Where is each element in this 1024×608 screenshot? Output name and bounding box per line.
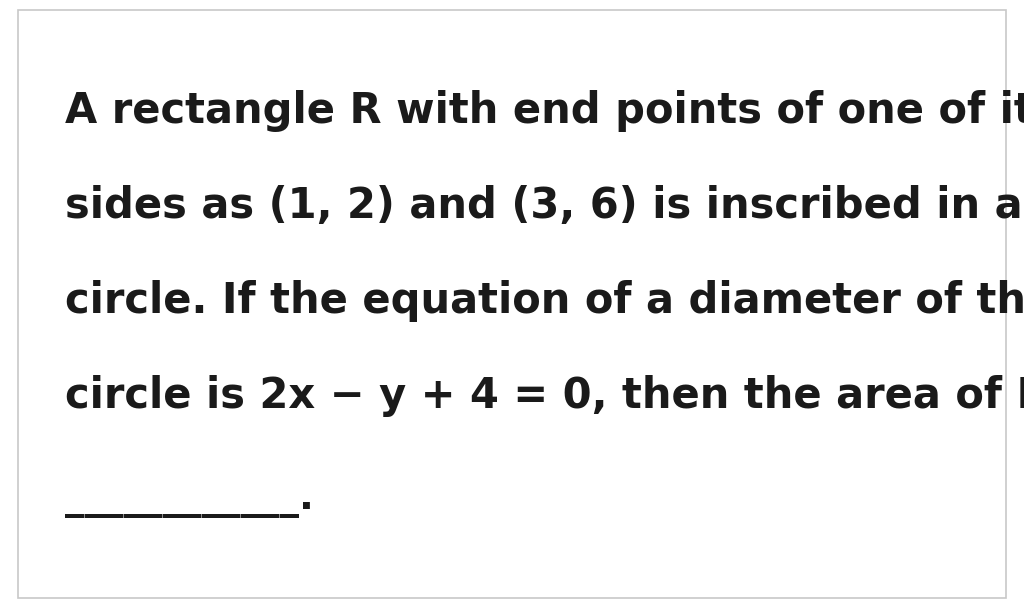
Text: A rectangle R with end points of one of its: A rectangle R with end points of one of … <box>65 90 1024 132</box>
Text: ____________.: ____________. <box>65 480 314 518</box>
Text: circle. If the equation of a diameter of the: circle. If the equation of a diameter of… <box>65 280 1024 322</box>
Text: circle is 2x − y + 4 = 0, then the area of R is: circle is 2x − y + 4 = 0, then the area … <box>65 375 1024 417</box>
Text: sides as (1, 2) and (3, 6) is inscribed in a: sides as (1, 2) and (3, 6) is inscribed … <box>65 185 1023 227</box>
